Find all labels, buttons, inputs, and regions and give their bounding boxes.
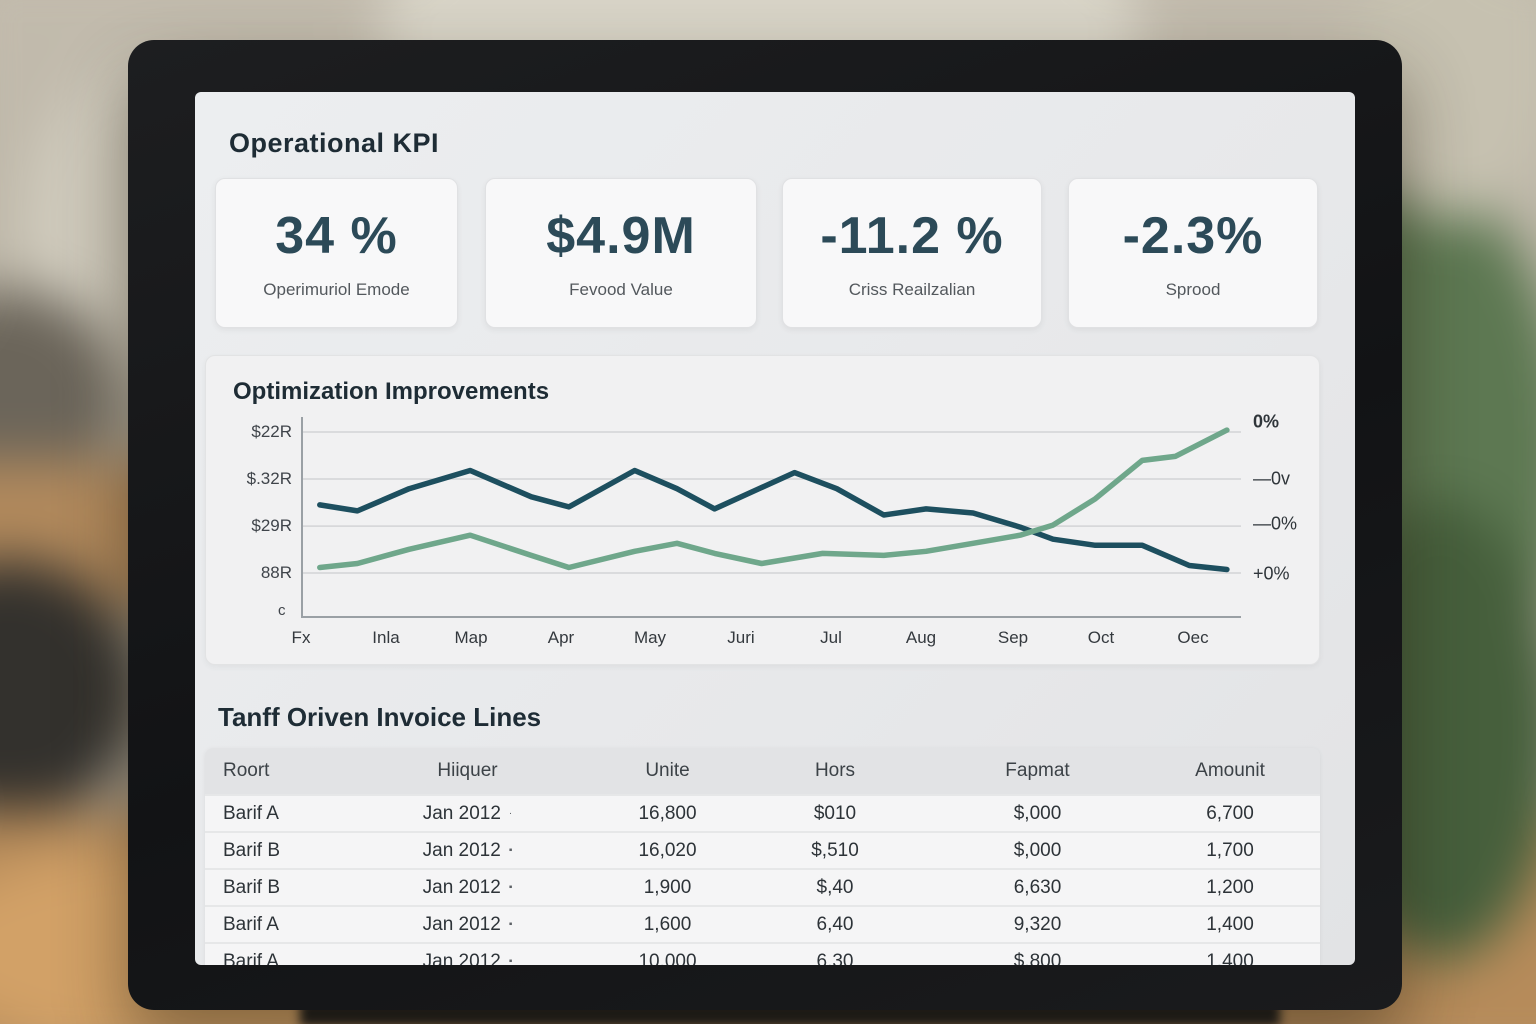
x-tick-label: May [633, 628, 667, 647]
chart-title: Optimization Improvements [233, 378, 550, 405]
table-cell: 1,200 [1206, 876, 1254, 898]
kpi-card: -2.3% Sprood [1068, 178, 1318, 328]
date-mark: ▪ [508, 844, 513, 856]
y-tick-label: $.32R [246, 469, 292, 488]
kpi-label: Operimuriol Emode [263, 280, 410, 299]
table-cell: 16,800 [638, 802, 697, 824]
column-header: Unite [645, 760, 690, 781]
kpi-value: -2.3% [1122, 207, 1264, 265]
table-cell: $,800 [1013, 950, 1062, 966]
kpi-label: Fevood Value [569, 280, 673, 299]
right-axis-label: —0% [1253, 513, 1298, 534]
table-row: Barif A Jan 2012 ▪ 1,600 6,40 9,320 1,400 [205, 905, 1320, 942]
table-cell: 1,400 [1206, 950, 1254, 966]
x-tick-label: Inla [372, 628, 400, 647]
table-cell: Jan 2012 ▪ [422, 913, 513, 935]
x-tick-label: Oct [1087, 628, 1115, 647]
page-title: Operational KPI [229, 128, 440, 158]
table-cell: $,000 [1013, 802, 1062, 824]
y-tick-label: 88R [260, 563, 292, 582]
table-header-row: Roort Hiiquer Unite Hors Fapmat Amounit [205, 748, 1320, 794]
kpi-label: Criss Reailzalian [848, 280, 976, 299]
table-cell: Jan 2012 ▪ [422, 950, 513, 966]
table-cell: Jan 2012 ▪ [422, 876, 513, 898]
table-cell: 16,020 [638, 839, 697, 861]
table-cell: 1,700 [1206, 839, 1254, 861]
table-row: Barif A Jan 2012 · 16,800 $010 $,000 6,700 [205, 794, 1320, 831]
date-mark: ▪ [508, 881, 513, 893]
table-cell: 6,40 [816, 913, 854, 935]
table-cell: Barif A [223, 950, 279, 966]
table-cell: 10,000 [638, 950, 697, 966]
table-title: Tanff Oriven Invoice Lines [218, 702, 542, 732]
table-cell: 9,320 [1013, 913, 1062, 935]
kpi-value: $4.9M [546, 207, 696, 265]
kpi-label: Sprood [1165, 280, 1221, 299]
table-cell: 6,630 [1013, 876, 1062, 898]
chart-canvas [301, 417, 1241, 618]
right-axis-label: —0v [1253, 468, 1291, 489]
column-header: Fapmat [1005, 760, 1070, 781]
column-header: Hiiquer [437, 760, 498, 781]
x-tick-label: Juri [727, 628, 755, 647]
table-cell: 1,600 [643, 913, 692, 935]
y-tick-label: $29R [251, 516, 292, 535]
x-tick-label: Oec [1177, 628, 1209, 647]
table-cell: 1,900 [643, 876, 692, 898]
table-cell: 1,400 [1206, 913, 1254, 935]
laptop-frame: Operational KPI 34 % Operimuriol Emode $4… [128, 40, 1402, 1010]
teal-series-line [317, 467, 1230, 573]
column-header: Roort [223, 760, 270, 781]
x-tick-label: Map [454, 628, 488, 647]
table-cell: Barif B [223, 839, 281, 861]
kpi-value: -11.2 % [820, 207, 1004, 265]
table-body: Barif A Jan 2012 · 16,800 $010 $,000 6,700 Bari… [205, 794, 1320, 965]
x-tick-label: Fx [291, 628, 311, 647]
y-tick-label: $22R [251, 422, 292, 441]
table-cell: Barif A [223, 913, 279, 935]
laptop-screen: Operational KPI 34 % Operimuriol Emode $4… [195, 92, 1355, 965]
column-header: Hors [814, 760, 856, 781]
x-tick-label: Apr [547, 628, 575, 647]
x-tick-label: Aug [905, 628, 937, 647]
right-axis-label: 0% [1253, 411, 1280, 432]
x-tick-label: Sep [997, 628, 1029, 647]
table-row: Barif A Jan 2012 ▪ 10,000 6,30 $,800 1,400 [205, 942, 1320, 965]
table-cell: $,000 [1013, 839, 1062, 861]
table-cell: Jan 2012 · [422, 802, 513, 824]
kpi-card: $4.9M Fevood Value [485, 178, 757, 328]
table-cell: 6,700 [1206, 802, 1254, 824]
date-mark: ▪ [508, 918, 513, 930]
green-series-line [317, 427, 1230, 571]
table-cell: Jan 2012 ▪ [422, 839, 513, 861]
right-axis-label: +0% [1253, 563, 1290, 584]
invoice-lines-table: Roort Hiiquer Unite Hors Fapmat Amounit Barif… [205, 748, 1320, 965]
column-header: Amounit [1195, 760, 1265, 781]
line-chart [301, 416, 1241, 618]
kpi-value: 34 % [275, 207, 398, 265]
table-cell: Barif B [223, 876, 281, 898]
date-mark: · [508, 807, 513, 819]
table-cell: 6,30 [816, 950, 854, 966]
table-cell: $,40 [816, 876, 854, 898]
axis-origin-label: c [278, 602, 286, 619]
chart-panel: Optimization Improvements c $22R $.32R $29… [205, 355, 1320, 665]
kpi-card: 34 % Operimuriol Emode [215, 178, 458, 328]
kpi-cards-row: 34 % Operimuriol Emode $4.9M Fevood Value… [215, 178, 1320, 328]
table-row: Barif B Jan 2012 ▪ 1,900 $,40 6,630 1,200 [205, 868, 1320, 905]
kpi-card: -11.2 % Criss Reailzalian [782, 178, 1042, 328]
table-cell: $,510 [811, 839, 859, 861]
table-row: Barif B Jan 2012 ▪ 16,020 $,510 $,000 1,700 [205, 831, 1320, 868]
x-tick-label: Jul [820, 628, 842, 647]
date-mark: ▪ [508, 955, 513, 965]
table-cell: $010 [813, 802, 857, 824]
table-cell: Barif A [223, 802, 279, 824]
